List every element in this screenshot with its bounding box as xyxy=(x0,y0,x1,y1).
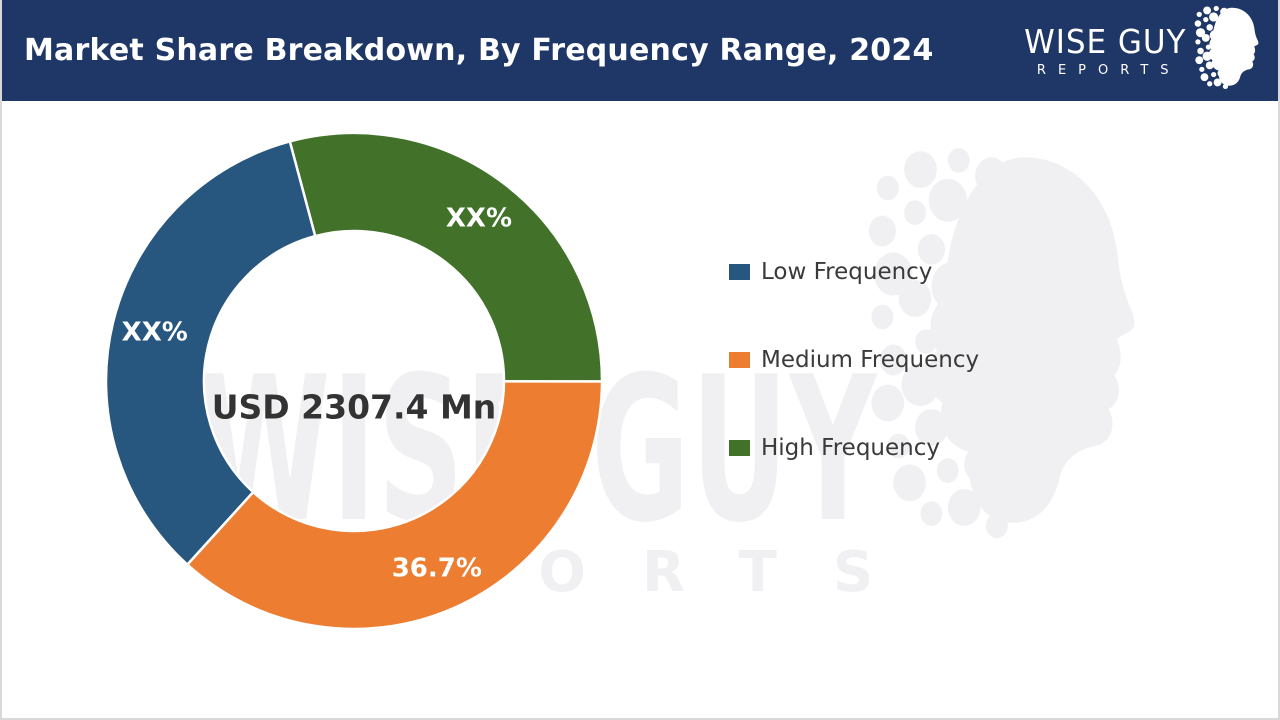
brand-name: WISE GUY xyxy=(1024,22,1187,61)
brand-head-icon xyxy=(1194,5,1266,97)
legend: Low Frequency Medium Frequency High Freque… xyxy=(729,255,979,519)
chart-center-value: USD 2307.4 Mn xyxy=(211,387,497,427)
legend-label: Medium Frequency xyxy=(761,347,980,373)
legend-item-high-frequency: High Frequency xyxy=(729,431,979,465)
legend-swatch-low-frequency xyxy=(729,264,750,280)
legend-label: High Frequency xyxy=(761,435,940,461)
donut-chart: XX% 36.7% XX% xyxy=(104,131,604,631)
page-title: Market Share Breakdown, By Frequency Ran… xyxy=(24,33,934,68)
segment-medium-frequency xyxy=(186,380,604,631)
segment-label-low-frequency: XX% xyxy=(122,318,188,348)
legend-item-low-frequency: Low Frequency xyxy=(729,255,979,289)
brand-subtitle: REPORTS xyxy=(1036,63,1181,78)
segment-label-high-frequency: XX% xyxy=(446,203,512,233)
legend-swatch-medium-frequency xyxy=(729,352,750,368)
header-bar: Market Share Breakdown, By Frequency Ran… xyxy=(0,0,1280,101)
legend-swatch-high-frequency xyxy=(729,440,750,456)
segment-low-frequency xyxy=(104,140,317,566)
brand-logo-text: WISE GUY REPORTS xyxy=(1019,25,1192,77)
brand-logo: WISE GUY REPORTS xyxy=(1019,5,1266,97)
segment-high-frequency xyxy=(288,131,604,383)
legend-item-medium-frequency: Medium Frequency xyxy=(729,343,979,377)
legend-label: Low Frequency xyxy=(761,259,933,285)
segment-label-medium-frequency: 36.7% xyxy=(392,554,482,584)
